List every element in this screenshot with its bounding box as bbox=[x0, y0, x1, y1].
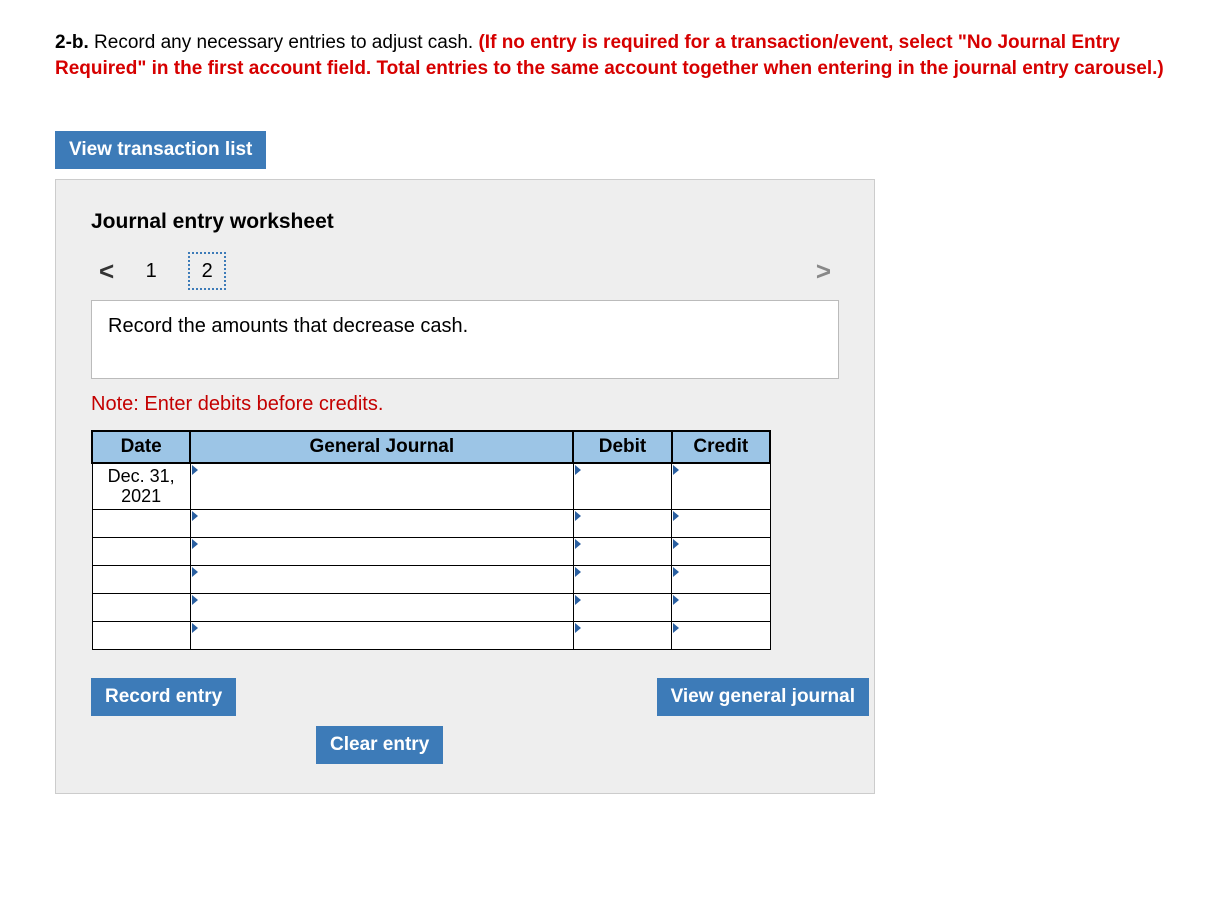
cell-general-journal[interactable] bbox=[190, 593, 573, 621]
note-text: Note: Enter debits before credits. bbox=[91, 393, 839, 416]
pager-item-1[interactable]: 1 bbox=[132, 252, 170, 290]
pager: < 1 2 > bbox=[91, 252, 839, 290]
question-prompt-black: Record any necessary entries to adjust c… bbox=[89, 32, 479, 53]
instruction-text: Record the amounts that decrease cash. bbox=[108, 315, 468, 337]
table-row bbox=[92, 565, 770, 593]
cell-date[interactable] bbox=[92, 621, 190, 649]
cell-debit[interactable] bbox=[573, 463, 671, 509]
question-text: 2-b. Record any necessary entries to adj… bbox=[55, 30, 1165, 81]
cell-debit[interactable] bbox=[573, 537, 671, 565]
view-transaction-list-button[interactable]: View transaction list bbox=[55, 131, 266, 169]
pager-item-2[interactable]: 2 bbox=[188, 252, 226, 290]
cell-date[interactable] bbox=[92, 593, 190, 621]
cell-debit[interactable] bbox=[573, 593, 671, 621]
cell-credit[interactable] bbox=[672, 593, 770, 621]
pager-left: < 1 2 bbox=[91, 252, 226, 290]
table-row bbox=[92, 621, 770, 649]
col-header-debit: Debit bbox=[573, 431, 671, 463]
table-row bbox=[92, 509, 770, 537]
cell-date[interactable] bbox=[92, 565, 190, 593]
instruction-box: Record the amounts that decrease cash. bbox=[91, 300, 839, 379]
table-row bbox=[92, 593, 770, 621]
chevron-right-icon[interactable]: > bbox=[816, 256, 839, 287]
cell-date[interactable] bbox=[92, 509, 190, 537]
question-number: 2-b. bbox=[55, 32, 89, 53]
cell-general-journal[interactable] bbox=[190, 509, 573, 537]
col-header-date: Date bbox=[92, 431, 190, 463]
record-entry-button[interactable]: Record entry bbox=[91, 678, 236, 716]
cell-credit[interactable] bbox=[672, 621, 770, 649]
cell-debit[interactable] bbox=[573, 565, 671, 593]
cell-general-journal[interactable] bbox=[190, 463, 573, 509]
cell-general-journal[interactable] bbox=[190, 565, 573, 593]
chevron-left-icon[interactable]: < bbox=[99, 256, 114, 287]
button-row: Record entry View general journal Clear … bbox=[91, 678, 839, 768]
cell-debit[interactable] bbox=[573, 621, 671, 649]
journal-entry-table: Date General Journal Debit Credit Dec. 3… bbox=[91, 430, 771, 650]
cell-credit[interactable] bbox=[672, 509, 770, 537]
col-header-general-journal: General Journal bbox=[190, 431, 573, 463]
cell-credit[interactable] bbox=[672, 463, 770, 509]
journal-entry-worksheet-panel: Journal entry worksheet < 1 2 > Record t… bbox=[55, 179, 875, 794]
table-row: Dec. 31, 2021 bbox=[92, 463, 770, 509]
cell-debit[interactable] bbox=[573, 509, 671, 537]
cell-general-journal[interactable] bbox=[190, 537, 573, 565]
cell-credit[interactable] bbox=[672, 565, 770, 593]
view-general-journal-button[interactable]: View general journal bbox=[657, 678, 869, 716]
clear-entry-button[interactable]: Clear entry bbox=[316, 726, 443, 764]
cell-date[interactable]: Dec. 31, 2021 bbox=[92, 463, 190, 509]
cell-credit[interactable] bbox=[672, 537, 770, 565]
table-row bbox=[92, 537, 770, 565]
table-header-row: Date General Journal Debit Credit bbox=[92, 431, 770, 463]
col-header-credit: Credit bbox=[672, 431, 770, 463]
cell-date[interactable] bbox=[92, 537, 190, 565]
worksheet-title: Journal entry worksheet bbox=[91, 210, 839, 234]
cell-general-journal[interactable] bbox=[190, 621, 573, 649]
